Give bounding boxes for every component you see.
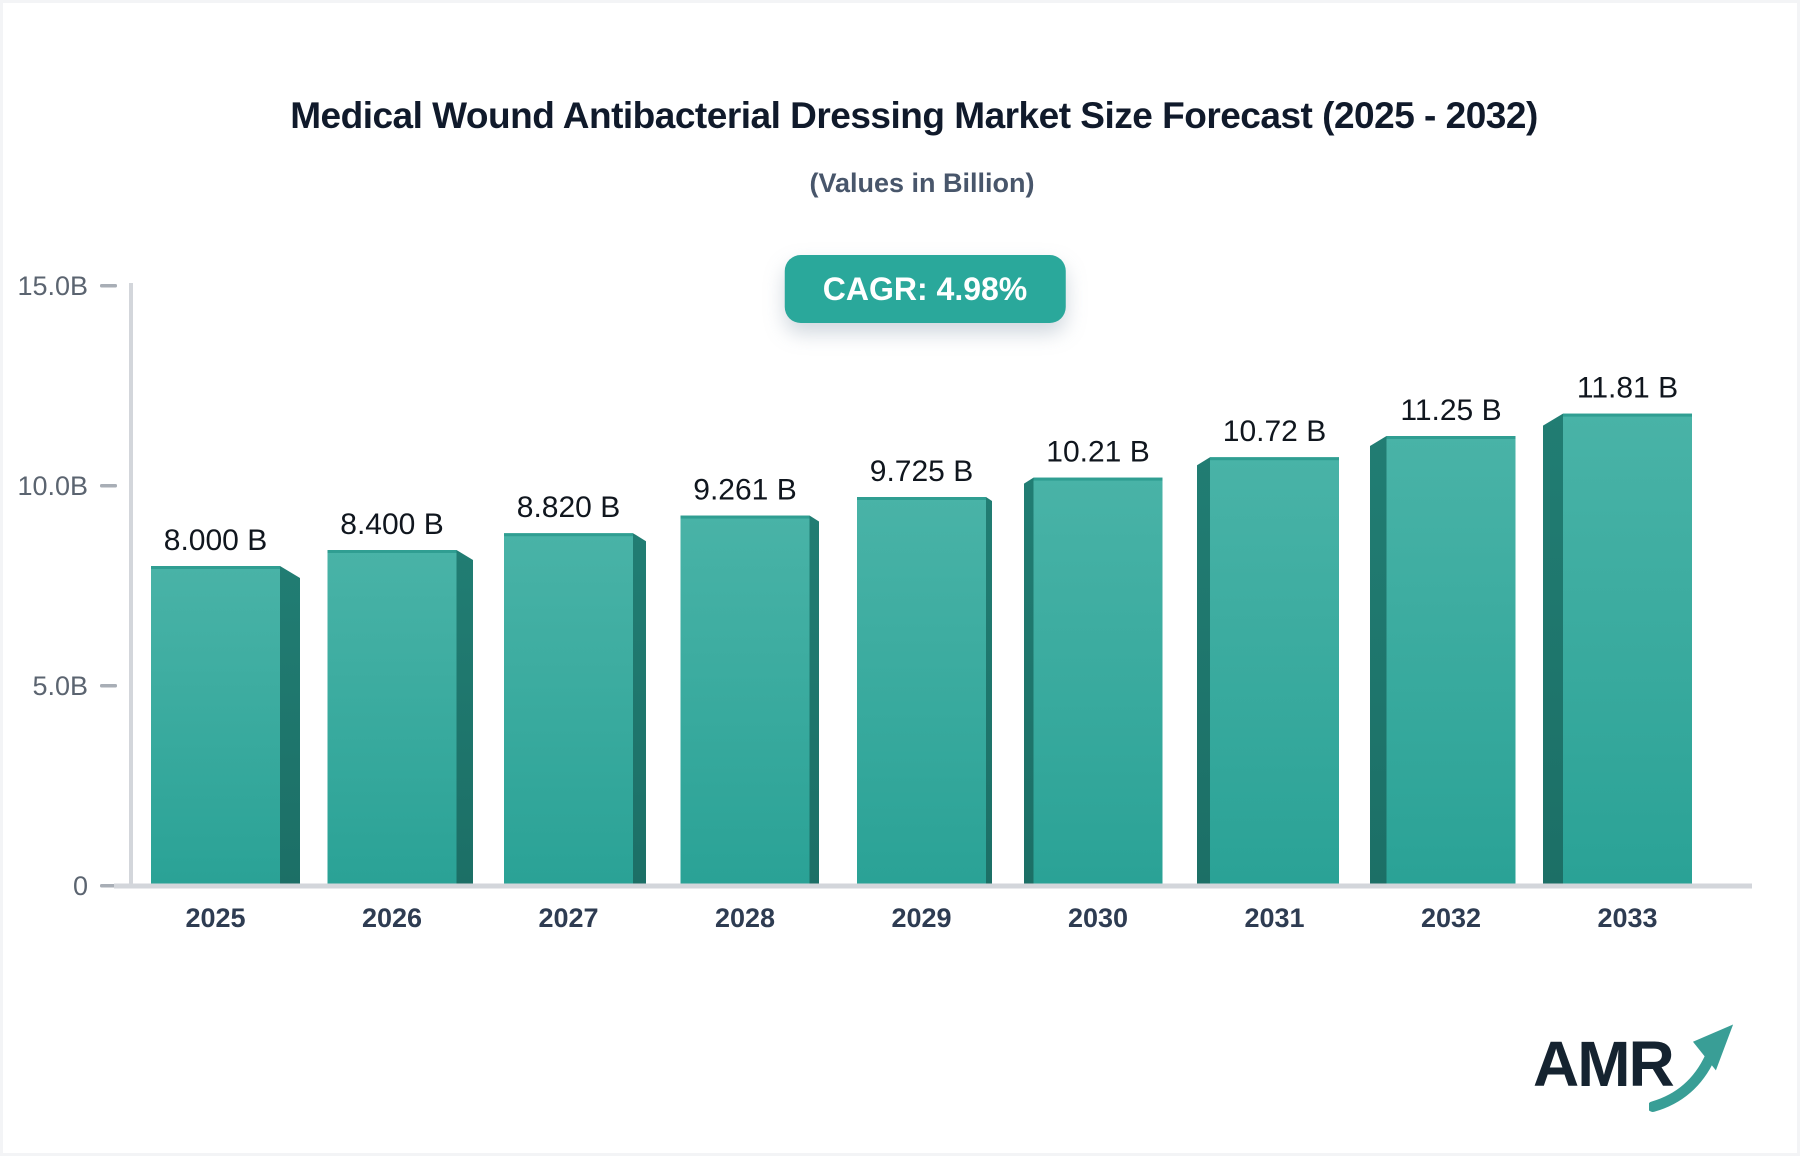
bar-top-edge [1210, 457, 1339, 461]
chart-subtitle: (Values in Billion) [809, 168, 1035, 198]
y-tick-label: 0 [73, 871, 88, 901]
x-axis-line [114, 883, 1752, 889]
bar-top-edge [1033, 477, 1163, 481]
bar-value-label: 11.25 B [1400, 394, 1501, 427]
bar-front-face [680, 515, 810, 885]
x-axis-label: 2025 [185, 903, 245, 933]
bar-front-face [1210, 457, 1339, 885]
bar-front-face [151, 566, 280, 885]
bar-front-face [1033, 477, 1163, 885]
y-tick-mark [100, 684, 117, 688]
bar-side-face [1197, 457, 1210, 885]
bar-side-face [809, 515, 819, 885]
bar-value-label: 8.820 B [517, 491, 620, 524]
x-axis-label: 2026 [362, 903, 422, 933]
y-tick-mark [100, 884, 117, 888]
bar-group: 8.400 B [327, 508, 473, 885]
bar-value-label: 9.725 B [870, 455, 973, 488]
chart-title: Medical Wound Antibacterial Dressing Mar… [290, 95, 1538, 136]
bar-group: 10.21 B [1024, 436, 1163, 885]
bar-top-edge [151, 566, 280, 569]
bar-side-face [633, 533, 646, 885]
x-axis-label: 2030 [1068, 903, 1128, 933]
bar-value-label: 9.261 B [693, 474, 796, 507]
bar-top-edge [1563, 413, 1692, 417]
x-axis-label: 2031 [1244, 903, 1304, 933]
bar-value-label: 11.81 B [1577, 372, 1678, 405]
bar-top-edge [504, 533, 633, 537]
bar-side-face [1024, 477, 1034, 885]
bar-side-face [1543, 413, 1563, 885]
amr-logo: AMR [1533, 1024, 1735, 1114]
bar-top-edge [680, 515, 810, 519]
bar-top-edge [1386, 436, 1516, 439]
bar-front-face [857, 497, 986, 885]
x-axis-label: 2032 [1421, 903, 1481, 933]
x-axis-label: 2029 [891, 903, 951, 933]
y-tick-label: 15.0B [17, 271, 88, 301]
bar-group: 9.261 B [680, 474, 819, 885]
bar-front-face [504, 533, 633, 885]
bar-group: 9.725 B [857, 455, 992, 885]
x-axis-label: 2033 [1597, 903, 1657, 933]
x-axis-label: 2027 [538, 903, 598, 933]
y-tick-label: 10.0B [17, 471, 88, 501]
x-axis-label: 2028 [715, 903, 775, 933]
bar-front-face [1563, 413, 1692, 885]
cagr-badge: CAGR: 4.98% [784, 255, 1066, 323]
bar-value-label: 8.400 B [340, 508, 443, 541]
bar-value-label: 8.000 B [164, 524, 267, 557]
bar-value-label: 10.21 B [1046, 436, 1149, 469]
y-tick-mark [100, 484, 117, 488]
bar-value-label: 10.72 B [1223, 415, 1326, 448]
y-axis-line [129, 283, 133, 886]
bar-side-face [456, 550, 473, 885]
bar-top-edge [857, 497, 986, 500]
logo-text: AMR [1533, 1028, 1675, 1100]
bar-group: 11.81 B [1543, 372, 1692, 885]
bar-group: 10.72 B [1197, 415, 1339, 885]
bar-side-face [986, 497, 992, 885]
bar-group: 11.25 B [1370, 394, 1516, 885]
bar-top-edge [327, 550, 457, 553]
y-tick-label: 5.0B [32, 671, 88, 701]
bar-group: 8.000 B [151, 524, 300, 885]
y-tick-mark [100, 284, 117, 288]
bar-front-face [1386, 436, 1516, 885]
bar-side-face [1370, 436, 1387, 885]
bar-side-face [280, 566, 300, 885]
bar-front-face [327, 550, 457, 885]
growth-arrow-icon [1648, 1024, 1733, 1112]
bar-group: 8.820 B [504, 491, 646, 885]
